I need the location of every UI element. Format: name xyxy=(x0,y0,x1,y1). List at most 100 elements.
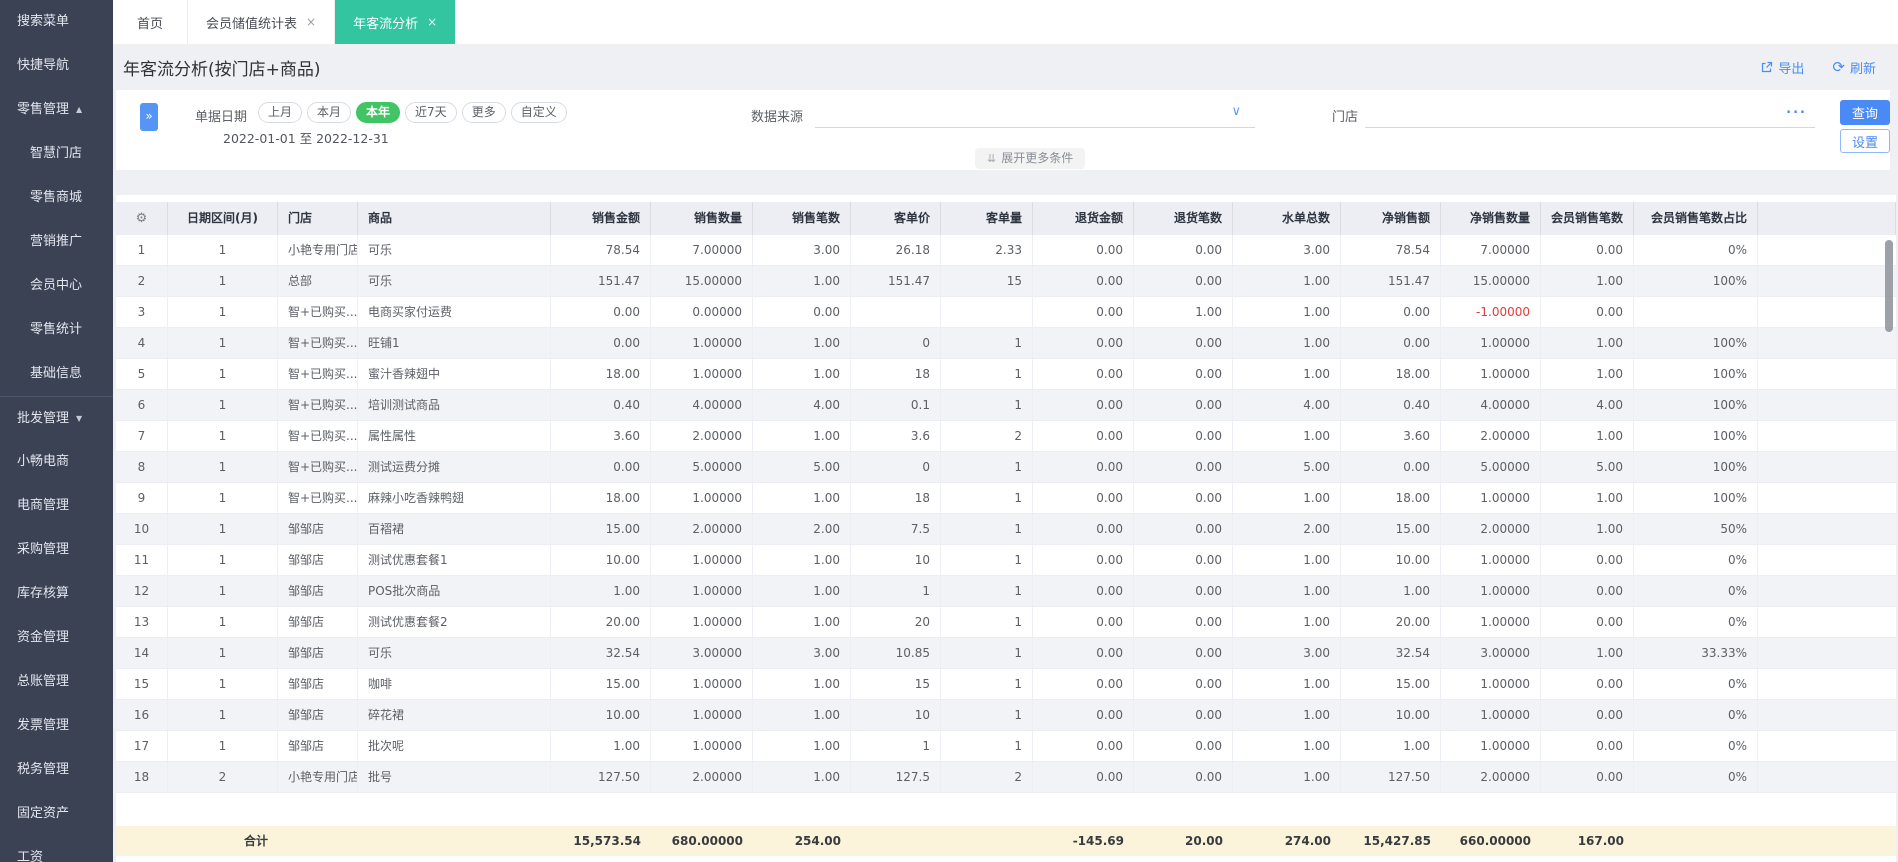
tab-close-icon[interactable]: × xyxy=(427,15,438,29)
main-area: 首页 会员储值统计表 × 年客流分析 × 年客流分析(按门店+商品) 导出 ⟳ 刷新 xyxy=(113,0,1898,862)
sidebar-item-库存核算[interactable]: 库存核算 xyxy=(0,572,113,616)
date-option-本年[interactable]: 本年 xyxy=(356,102,401,123)
sidebar-item-会员中心[interactable]: 会员中心 xyxy=(0,264,113,308)
table-row[interactable]: 6 1 智+已购买... 培训测试商品 0.40 4.00000 4.00 0.1 1 0.00 0… xyxy=(116,390,1896,421)
table-cell-filler xyxy=(1758,235,1896,265)
table-cell: 1.00000 xyxy=(1441,607,1541,637)
sidebar-item-搜索菜单[interactable]: 搜索菜单 xyxy=(0,0,113,44)
query-button[interactable]: 查询 xyxy=(1840,100,1890,125)
table-row[interactable]: 12 1 邹邹店 POS批次商品 1.00 1.00000 1.00 1 1 0.00 0.00 1.… xyxy=(116,576,1896,607)
table-cell-filler xyxy=(1758,514,1896,544)
tab-年客流分析[interactable]: 年客流分析 × xyxy=(335,0,456,44)
sidebar-item-税务管理[interactable]: 税务管理 xyxy=(0,748,113,792)
row-index: 18 xyxy=(116,762,168,792)
column-header: 商品 xyxy=(358,202,551,235)
settings-button[interactable]: 设置 xyxy=(1840,129,1890,153)
table-cell: 1 xyxy=(941,390,1033,420)
refresh-button[interactable]: ⟳ 刷新 xyxy=(1832,58,1876,78)
table-row[interactable]: 17 1 邹邹店 批次呢 1.00 1.00000 1.00 1 1 0.00 0.00 1.00 1.… xyxy=(116,731,1896,762)
date-option-自定义[interactable]: 自定义 xyxy=(510,102,567,123)
table-row[interactable]: 1 1 小艳专用门店 可乐 78.54 7.00000 3.00 26.18 2.33 0.00 0… xyxy=(116,235,1896,266)
table-cell-filler xyxy=(1758,483,1896,513)
date-option-上月[interactable]: 上月 xyxy=(258,102,303,123)
more-options-icon[interactable]: ... xyxy=(1786,102,1807,117)
tab-close-icon[interactable]: × xyxy=(306,15,317,29)
sidebar-item-零售统计[interactable]: 零售统计 xyxy=(0,308,113,352)
table-cell-filler xyxy=(1758,576,1896,606)
table-cell: 0.1 xyxy=(851,390,941,420)
sidebar-item-电商管理[interactable]: 电商管理 xyxy=(0,484,113,528)
sidebar-item-固定资产[interactable]: 固定资产 xyxy=(0,792,113,836)
table-row[interactable]: 10 1 邹邹店 百褶裙 15.00 2.00000 2.00 7.5 1 0.00 0.00 2.0… xyxy=(116,514,1896,545)
date-option-更多[interactable]: 更多 xyxy=(461,102,506,123)
sidebar-item-采购管理[interactable]: 采购管理 xyxy=(0,528,113,572)
sidebar-item-营销推广[interactable]: 营销推广 xyxy=(0,220,113,264)
table-row[interactable]: 14 1 邹邹店 可乐 32.54 3.00000 3.00 10.85 1 0.00 0.00 3.… xyxy=(116,638,1896,669)
table-cell: 智+已购买... xyxy=(278,421,358,451)
table-cell: 小艳专用门店 xyxy=(278,235,358,265)
table-cell: 智+已购买... xyxy=(278,359,358,389)
gear-icon[interactable]: ⚙ xyxy=(135,211,148,226)
table-cell: 0.00 xyxy=(1033,359,1134,389)
export-button[interactable]: 导出 xyxy=(1760,58,1804,77)
table-cell: 0.00 xyxy=(1134,731,1233,761)
table-row[interactable]: 16 1 邹邹店 碎花裙 10.00 1.00000 1.00 10 1 0.00 0.00 1.00… xyxy=(116,700,1896,731)
table-cell: 1 xyxy=(851,576,941,606)
table-row[interactable]: 18 2 小艳专用门店 批号 127.50 2.00000 1.00 127.5 2 0.00 0.… xyxy=(116,762,1896,793)
table-row[interactable]: 7 1 智+已购买... 属性属性 3.60 2.00000 1.00 3.6 2 0.00 0.0… xyxy=(116,421,1896,452)
table-row[interactable]: 3 1 智+已购买... 电商买家付运费 0.00 0.00000 0.00 0.00 1.00… xyxy=(116,297,1896,328)
sidebar-item-资金管理[interactable]: 资金管理 xyxy=(0,616,113,660)
sidebar-item-总账管理[interactable]: 总账管理 xyxy=(0,660,113,704)
sidebar-item-发票管理[interactable]: 发票管理 xyxy=(0,704,113,748)
sidebar-item-批发管理[interactable]: 批发管理 ▼ xyxy=(0,396,113,440)
table-cell xyxy=(851,297,941,327)
table-row[interactable]: 11 1 邹邹店 测试优惠套餐1 10.00 1.00000 1.00 10 1 0.00 0.00… xyxy=(116,545,1896,576)
total-cell xyxy=(1634,826,1758,856)
table-cell: 0.00 xyxy=(551,328,651,358)
date-option-本月[interactable]: 本月 xyxy=(307,102,352,123)
table-cell: 0.00 xyxy=(1033,638,1134,668)
table-row[interactable]: 15 1 邹邹店 咖啡 15.00 1.00000 1.00 15 1 0.00 0.00 1.00 1… xyxy=(116,669,1896,700)
total-cell xyxy=(851,826,941,856)
table-cell: 1 xyxy=(941,514,1033,544)
tab-会员储值统计表[interactable]: 会员储值统计表 × xyxy=(188,0,336,44)
table-cell: 0.00 xyxy=(551,297,651,327)
sidebar-item-label: 智慧门店 xyxy=(30,146,83,161)
table-row[interactable]: 4 1 智+已购买... 旺铺1 0.00 1.00000 1.00 0 1 0.00 0.00 1.… xyxy=(116,328,1896,359)
sidebar-item-智慧门店[interactable]: 智慧门店 xyxy=(0,132,113,176)
table-row[interactable]: 2 1 总部 可乐 151.47 15.00000 1.00 151.47 15 0.00 0.00… xyxy=(116,266,1896,297)
table-cell-filler xyxy=(1758,669,1896,699)
sidebar-item-零售商城[interactable]: 零售商城 xyxy=(0,176,113,220)
vertical-scrollbar[interactable] xyxy=(1885,240,1893,332)
table-row[interactable]: 13 1 邹邹店 测试优惠套餐2 20.00 1.00000 1.00 20 1 0.00 0.00… xyxy=(116,607,1896,638)
table-cell-filler xyxy=(1758,638,1896,668)
sidebar-item-零售管理[interactable]: 零售管理 ▲ xyxy=(0,88,113,132)
sidebar-item-小畅电商[interactable]: 小畅电商 xyxy=(0,440,113,484)
table-row[interactable]: 9 1 智+已购买... 麻辣小吃香辣鸭翅 18.00 1.00000 1.00 18 1 0.0… xyxy=(116,483,1896,514)
table-cell: 1 xyxy=(168,328,278,358)
table-cell: 智+已购买... xyxy=(278,297,358,327)
table-cell: 4.00000 xyxy=(1441,390,1541,420)
total-cell: 20.00 xyxy=(1185,834,1223,848)
table-cell: 0.00 xyxy=(1134,514,1233,544)
sidebar-item-基础信息[interactable]: 基础信息 xyxy=(0,352,113,396)
table-row[interactable]: 8 1 智+已购买... 测试运费分摊 0.00 5.00000 5.00 0 1 0.00 0.0… xyxy=(116,452,1896,483)
table-cell: 1.00 xyxy=(753,669,851,699)
table-cell: 127.50 xyxy=(551,762,651,792)
tab-首页[interactable]: 首页 xyxy=(113,0,189,44)
table-cell: 1 xyxy=(168,731,278,761)
sidebar-item-工资[interactable]: 工资 xyxy=(0,836,113,862)
table-row[interactable]: 5 1 智+已购买... 蜜汁香辣翅中 18.00 1.00000 1.00 18 1 0.00 0… xyxy=(116,359,1896,390)
table-cell: 0.00 xyxy=(1134,359,1233,389)
sidebar-item-快捷导航[interactable]: 快捷导航 xyxy=(0,44,113,88)
table-cell: 3.60 xyxy=(1341,421,1441,451)
data-source-select[interactable]: ∨ xyxy=(815,94,1255,128)
table-cell: 3.00 xyxy=(1233,235,1341,265)
table-cell: 0.00 xyxy=(1541,669,1634,699)
store-select[interactable]: ... xyxy=(1365,94,1815,128)
table-cell: 4.00 xyxy=(753,390,851,420)
table-cell: 1 xyxy=(851,731,941,761)
expand-more-conditions-button[interactable]: ⇊ 展开更多条件 xyxy=(975,148,1086,169)
date-option-近7天[interactable]: 近7天 xyxy=(405,102,457,123)
collapse-filters-button[interactable]: » xyxy=(140,103,158,131)
